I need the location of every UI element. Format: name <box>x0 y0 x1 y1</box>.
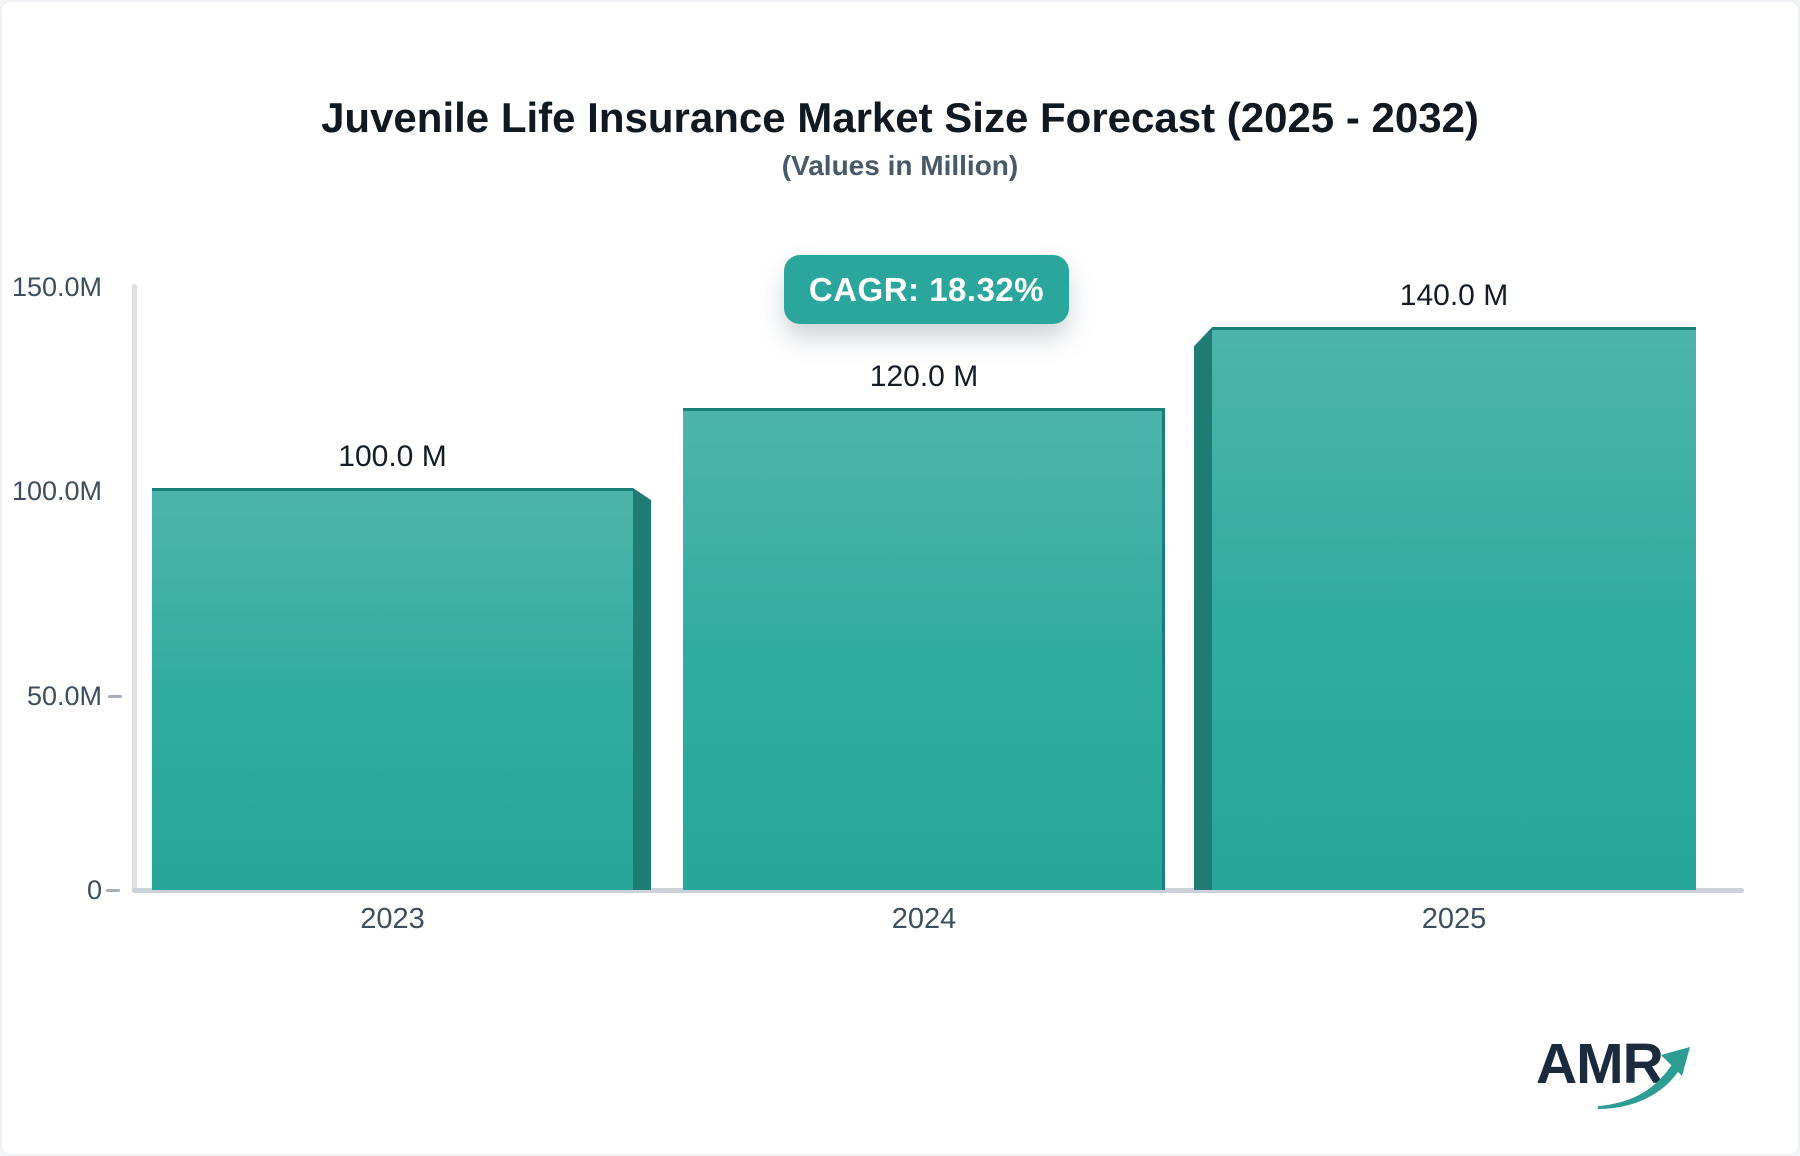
cagr-badge-label: CAGR: 18.32% <box>808 270 1045 308</box>
bar-2024 <box>683 407 1165 890</box>
y-tick-mark-50m <box>108 695 122 698</box>
chart-subtitle: (Values in Million) <box>781 150 1019 181</box>
amr-logo-arrow-icon <box>1598 1047 1690 1109</box>
y-tick-label-100m: 100.0M <box>11 476 102 506</box>
x-tick-label-2024: 2024 <box>891 903 957 935</box>
cagr-badge: CAGR: 18.32% <box>784 255 1069 324</box>
bar-2025-3d-side <box>1194 327 1212 890</box>
y-tick-label-150m: 150.0M <box>11 272 102 302</box>
x-tick-label-2023: 2023 <box>360 903 425 935</box>
chart-title: Juvenile Life Insurance Market Size Fore… <box>321 94 1479 141</box>
bar-2023 <box>152 488 633 890</box>
bar-2025-value-label: 140.0 M <box>1399 279 1509 313</box>
bar-2024-value-label: 120.0 M <box>869 359 979 393</box>
amr-logo-text: AMR <box>1536 1032 1664 1096</box>
bar-2023-value-label: 100.0 M <box>338 440 447 473</box>
y-tick-mark-0 <box>106 889 120 892</box>
bar-2025 <box>1212 327 1696 890</box>
y-axis-line <box>132 284 137 892</box>
y-tick-label-0: 0 <box>86 875 102 905</box>
y-tick-label-50m: 50.0M <box>26 681 102 711</box>
bar-2023-3d-side <box>633 488 651 890</box>
x-axis-baseline <box>132 888 1744 893</box>
x-tick-label-2025: 2025 <box>1421 903 1487 935</box>
